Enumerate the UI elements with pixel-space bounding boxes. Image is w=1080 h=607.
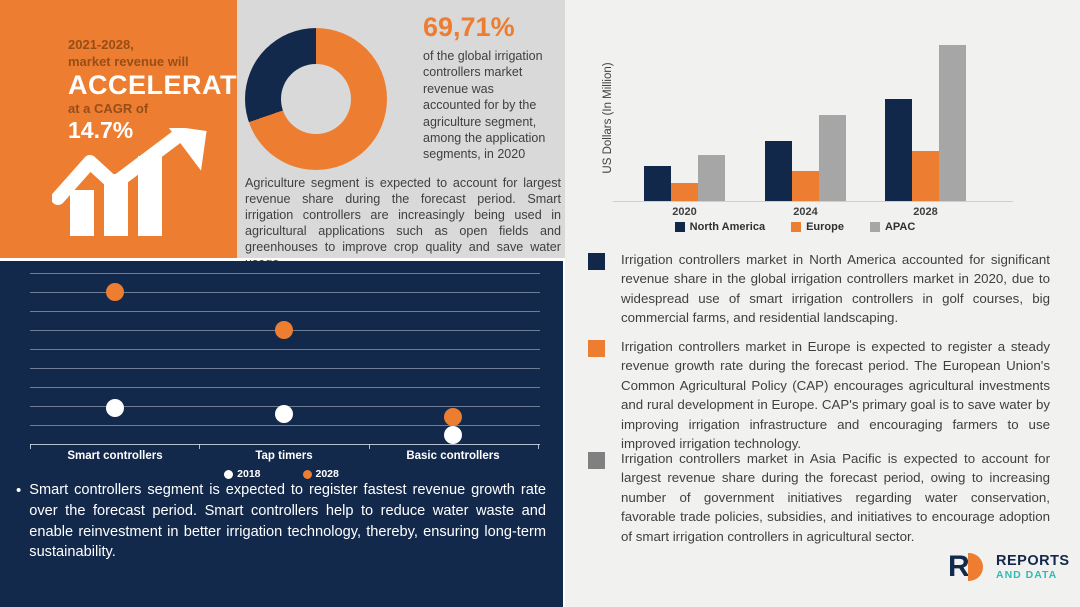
bar-chart-rising-arrow-icon [52, 128, 207, 236]
legend-item-europe: Europe [791, 221, 844, 233]
legend-label-europe: Europe [806, 221, 844, 233]
smart-controllers-note-text: Smart controllers segment is expected to… [29, 482, 546, 561]
logo-word-reports: REPORTS [996, 552, 1070, 569]
dot-2028-basic-controllers [444, 408, 462, 427]
europe-bullet: Irrigation controllers market in Europe … [588, 337, 1050, 453]
logo-letter-d [968, 553, 983, 581]
donut-hole [281, 64, 351, 134]
legend-item-2018: 2018 [224, 468, 261, 480]
bar-category-2024: 2024 [793, 206, 818, 218]
dot-2028-tap-timers [275, 321, 293, 339]
dot-2018-tap-timers [275, 404, 293, 423]
north-america-bullet: Irrigation controllers market in North A… [588, 250, 1050, 328]
legend-swatch-apac [869, 222, 880, 232]
legend-label-2028: 2028 [315, 468, 339, 480]
logo-word-and-data: AND DATA [996, 568, 1058, 581]
north-america-bullet-square [588, 253, 605, 270]
dot-chart-gridline [30, 425, 540, 426]
promo-line-years: 2021-2028, [68, 37, 134, 52]
legend-swatch-europe [791, 222, 802, 232]
bar-chart-y-axis-label: US Dollars (In Million) [602, 62, 614, 174]
logo-letter-r: R [948, 550, 970, 583]
dot-chart-axis [30, 444, 540, 445]
legend-item-apac: APAC [869, 221, 916, 233]
bar-apac-2020 [697, 155, 725, 201]
asia-pacific-bullet-square [588, 452, 605, 469]
bar-category-2028: 2028 [913, 206, 938, 218]
bar-category-2020: 2020 [672, 206, 697, 218]
dot-2018-basic-controllers [444, 425, 462, 444]
bar-europe-2028 [911, 151, 939, 201]
dot-chart-gridline [30, 311, 540, 312]
dot-category-smart-controllers: Smart controllers [67, 450, 163, 462]
dot-2018-smart-controllers [106, 398, 124, 417]
dot-chart-axis-tick [538, 444, 539, 449]
bar-group-2024 [764, 115, 846, 201]
dot-chart-gridline [30, 368, 540, 369]
dot-chart-gridline [30, 273, 540, 274]
dot-chart-axis-tick [199, 444, 200, 449]
promo-cagr-value: 14.7% [68, 117, 134, 143]
legend-item-north-america: North America [674, 221, 766, 233]
reports-and-data-logo: R REPORTS AND DATA [948, 551, 1070, 583]
dot-chart-gridline [30, 387, 540, 388]
agriculture-share-value: 69,71% [423, 12, 515, 42]
asia-pacific-bullet-text: Irrigation controllers market in Asia Pa… [621, 451, 1050, 544]
bar-chart-legend: North America Europe APAC [565, 221, 1025, 233]
promo-line-cagr: at a CAGR of [68, 101, 149, 116]
legend-label-2018: 2018 [237, 468, 261, 480]
dot-chart-gridline [30, 292, 540, 293]
bar-europe-2020 [670, 183, 698, 201]
donut-section: 69,71% of the global irrigation controll… [237, 0, 565, 270]
legend-label-apac: APAC [884, 221, 916, 233]
europe-bullet-square [588, 340, 605, 357]
promo-line-revenue: market revenue will [68, 54, 189, 69]
dot-chart-plot [0, 261, 563, 481]
segment-dot-chart-panel: Smart controllers Tap timers Basic contr… [0, 261, 563, 607]
legend-dot-2018 [224, 469, 234, 479]
legend-label-north-america: North America [689, 221, 766, 233]
bar-europe-2024 [791, 171, 819, 201]
north-america-bullet-text: Irrigation controllers market in North A… [621, 252, 1050, 326]
reports-and-data-logo-icon: R [948, 551, 990, 583]
bar-north-america-2024 [764, 141, 792, 201]
promo-text: 2021-2028, market revenue will ACCELERAT… [68, 36, 256, 144]
dot-chart-axis-tick [30, 444, 31, 449]
bar-north-america-2028 [884, 99, 912, 201]
bar-group-2020 [643, 155, 725, 201]
bar-apac-2024 [818, 115, 846, 201]
regional-analysis-panel: US Dollars (In Million) 2020 2024 2028 N… [565, 0, 1080, 607]
dot-chart-gridline [30, 349, 540, 350]
dot-chart-legend: 2018 2028 [0, 468, 563, 480]
donut-chart [245, 28, 387, 170]
bar-group-2028 [884, 45, 966, 201]
dot-category-tap-timers: Tap timers [255, 450, 313, 462]
promo-box: 2021-2028, market revenue will ACCELERAT… [0, 0, 256, 258]
agriculture-share-caption: of the global irrigation controllers mar… [423, 49, 546, 162]
dot-category-basic-controllers: Basic controllers [406, 450, 500, 462]
logo-wordmark: REPORTS AND DATA [996, 552, 1070, 581]
asia-pacific-bullet: Irrigation controllers market in Asia Pa… [588, 449, 1050, 546]
agriculture-paragraph: Agriculture segment is expected to accou… [245, 176, 561, 270]
promo-accelerate: ACCELERATE [68, 70, 256, 100]
dot-2028-smart-controllers [106, 283, 124, 301]
legend-dot-2028 [302, 469, 312, 479]
bar-chart-baseline [613, 201, 1013, 202]
bar-apac-2028 [938, 45, 966, 201]
legend-swatch-north-america [674, 222, 685, 232]
bullet-glyph: • [16, 482, 22, 499]
bar-north-america-2020 [643, 166, 671, 201]
europe-bullet-text: Irrigation controllers market in Europe … [621, 339, 1050, 452]
legend-item-2028: 2028 [302, 468, 339, 480]
dot-chart-axis-tick [369, 444, 370, 449]
smart-controllers-note: • Smart controllers segment is expected … [16, 480, 546, 563]
bar-chart-plot: US Dollars (In Million) [565, 0, 1080, 202]
